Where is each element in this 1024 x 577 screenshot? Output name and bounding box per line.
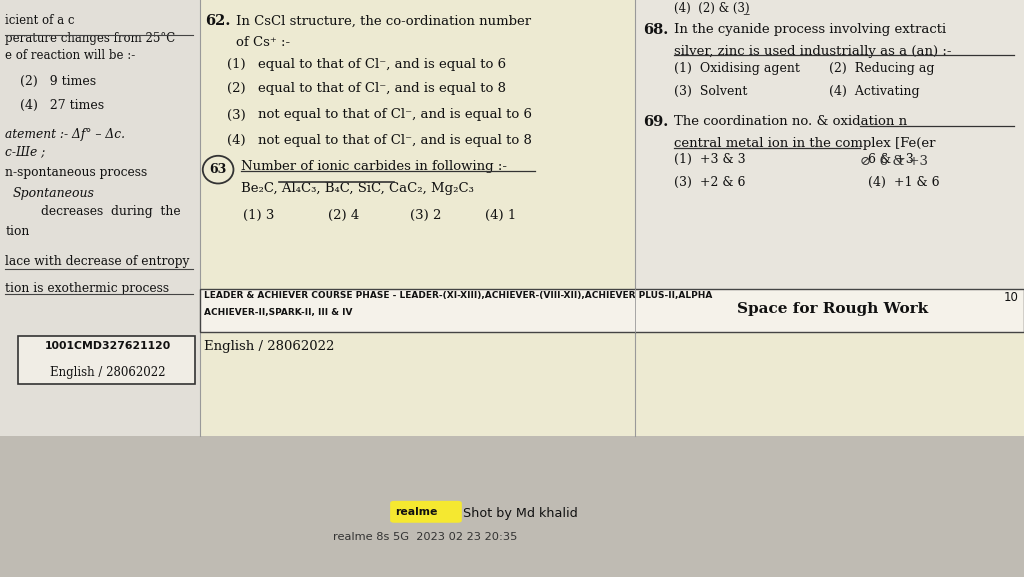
Bar xyxy=(200,0,635,436)
Text: 10: 10 xyxy=(1004,291,1019,305)
Text: ACHIEVER-II,SPARK-II, III & IV: ACHIEVER-II,SPARK-II, III & IV xyxy=(204,308,352,317)
Text: realme 8s 5G  2023 02 23 20:35: realme 8s 5G 2023 02 23 20:35 xyxy=(333,532,517,542)
Text: (3): (3) xyxy=(227,108,246,122)
Text: silver, zinc is used industrially as a (an) :-: silver, zinc is used industrially as a (… xyxy=(674,45,951,58)
Text: (1)  Oxidising agent: (1) Oxidising agent xyxy=(674,62,800,76)
Text: 62.: 62. xyxy=(205,14,230,28)
Text: (1)  +3 & 3: (1) +3 & 3 xyxy=(674,153,745,166)
Text: icient of a c: icient of a c xyxy=(5,14,75,28)
Text: equal to that of Cl⁻, and is equal to 8: equal to that of Cl⁻, and is equal to 8 xyxy=(258,82,506,95)
Bar xyxy=(635,0,1024,436)
Text: (4): (4) xyxy=(227,134,246,147)
Text: n-spontaneous process: n-spontaneous process xyxy=(5,166,147,179)
Text: (4)   27 times: (4) 27 times xyxy=(20,99,104,113)
Text: Shot by Md khalid: Shot by Md khalid xyxy=(463,507,578,520)
Text: Space for Rough Work: Space for Rough Work xyxy=(737,302,929,316)
Text: In the cyanide process involving extracti: In the cyanide process involving extract… xyxy=(674,23,946,36)
Text: tion is exothermic process: tion is exothermic process xyxy=(5,282,169,295)
Text: (3) 2: (3) 2 xyxy=(410,209,441,222)
Bar xyxy=(0,0,200,436)
Text: (4)  +1 & 6: (4) +1 & 6 xyxy=(868,176,940,189)
Text: central metal ion in the complex [Fe(er: central metal ion in the complex [Fe(er xyxy=(674,137,935,151)
Text: (4)  (2) & (3)̲: (4) (2) & (3)̲ xyxy=(674,1,750,14)
Text: (4)  Activating: (4) Activating xyxy=(829,85,921,99)
Bar xyxy=(18,336,195,384)
Text: (3)  +2 & 6: (3) +2 & 6 xyxy=(674,176,745,189)
Bar xyxy=(0,436,1024,577)
Bar xyxy=(200,288,1024,332)
Text: The coordination no. & oxidation n: The coordination no. & oxidation n xyxy=(674,115,907,129)
Text: 68.: 68. xyxy=(643,23,669,37)
Text: English / 28062022: English / 28062022 xyxy=(204,340,334,354)
Text: tion: tion xyxy=(5,225,30,238)
Text: decreases  during  the: decreases during the xyxy=(41,205,180,218)
Text: realme: realme xyxy=(395,507,437,516)
Text: atement :- Δf° – Δc.: atement :- Δf° – Δc. xyxy=(5,128,125,141)
Bar xyxy=(200,332,1024,436)
Text: (2) 4: (2) 4 xyxy=(328,209,359,222)
Text: 1001CMD327621120: 1001CMD327621120 xyxy=(44,341,171,351)
Text: c-Шe ;: c-Шe ; xyxy=(5,145,45,159)
Text: Be₂C, Al₄C₃, B₄C, SiC, CaC₂, Mg₂C₃: Be₂C, Al₄C₃, B₄C, SiC, CaC₂, Mg₂C₃ xyxy=(241,182,473,196)
Text: (1) 3: (1) 3 xyxy=(243,209,274,222)
Text: In CsCl structure, the co-ordination number: In CsCl structure, the co-ordination num… xyxy=(236,14,530,28)
Text: Number of ionic carbides in following :-: Number of ionic carbides in following :- xyxy=(241,160,507,174)
Text: (3)  Solvent: (3) Solvent xyxy=(674,85,748,99)
Text: Spontaneous: Spontaneous xyxy=(12,187,94,200)
Text: e of reaction will be :-: e of reaction will be :- xyxy=(5,49,135,62)
Text: lace with decrease of entropy: lace with decrease of entropy xyxy=(5,255,189,268)
Text: 63: 63 xyxy=(210,163,226,176)
Text: of Cs⁺ :-: of Cs⁺ :- xyxy=(236,36,290,50)
Text: LEADER & ACHIEVER COURSE PHASE - LEADER-(XI-XIII),ACHIEVER-(VIII-XII),ACHIEVER P: LEADER & ACHIEVER COURSE PHASE - LEADER-… xyxy=(204,291,712,301)
Text: (2): (2) xyxy=(227,82,246,95)
Text: English / 28062022: English / 28062022 xyxy=(50,366,165,379)
Text: (4) 1: (4) 1 xyxy=(485,209,517,222)
Text: not equal to that of Cl⁻, and is equal to 6: not equal to that of Cl⁻, and is equal t… xyxy=(258,108,532,122)
Text: ⊘  6 & +3: ⊘ 6 & +3 xyxy=(860,155,928,168)
Text: 69.: 69. xyxy=(643,115,669,129)
FancyBboxPatch shape xyxy=(390,501,462,523)
Text: 6 & +3: 6 & +3 xyxy=(868,153,914,166)
Text: (1): (1) xyxy=(227,58,246,71)
Text: perature changes from 25°C: perature changes from 25°C xyxy=(5,32,175,45)
Text: not equal to that of Cl⁻, and is equal to 8: not equal to that of Cl⁻, and is equal t… xyxy=(258,134,531,147)
Text: (2)  Reducing ag: (2) Reducing ag xyxy=(829,62,935,76)
Text: equal to that of Cl⁻, and is equal to 6: equal to that of Cl⁻, and is equal to 6 xyxy=(258,58,506,71)
Text: (2)   9 times: (2) 9 times xyxy=(20,75,96,88)
